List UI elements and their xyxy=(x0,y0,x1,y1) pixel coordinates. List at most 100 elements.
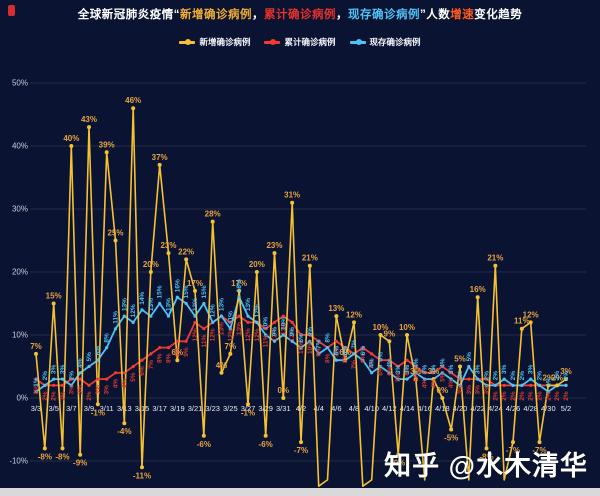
data-label-new: -1% xyxy=(91,408,105,417)
data-label-new: 2% xyxy=(551,373,563,382)
data-label-active: 10% xyxy=(263,317,270,330)
y-axis-tick: 40% xyxy=(12,142,28,151)
data-label-cumulative: 6% xyxy=(386,366,393,376)
data-label-cumulative: 12% xyxy=(210,328,217,341)
data-point xyxy=(519,326,524,331)
data-label-cumulative: 2% xyxy=(519,391,526,401)
data-point xyxy=(546,390,550,394)
data-point xyxy=(475,295,480,300)
y-axis-tick: -10% xyxy=(9,457,28,466)
data-label-active: 4% xyxy=(439,358,446,368)
data-point xyxy=(131,364,135,369)
data-label-active: 3% xyxy=(475,364,482,374)
data-point xyxy=(158,301,162,306)
data-point xyxy=(166,346,171,350)
data-point xyxy=(96,358,100,362)
data-label-new: 17% xyxy=(231,279,247,288)
data-point xyxy=(140,308,144,312)
data-point xyxy=(148,270,153,274)
x-axis-tick: 5/2 xyxy=(561,404,571,413)
data-point xyxy=(299,440,303,445)
data-point xyxy=(387,371,391,375)
data-point xyxy=(528,320,533,325)
data-label-new: 37% xyxy=(152,153,168,162)
data-label-active: 6% xyxy=(95,346,102,356)
data-point xyxy=(405,333,409,337)
data-point xyxy=(113,238,118,243)
data-label-cumulative: 6% xyxy=(378,366,385,376)
data-point xyxy=(378,358,383,362)
data-label-new: -4% xyxy=(117,427,131,436)
data-label-active: 2% xyxy=(537,371,544,381)
data-label-new: 11% xyxy=(514,317,530,326)
data-label-cumulative: 8% xyxy=(157,353,164,363)
data-point xyxy=(149,314,153,318)
data-point xyxy=(272,251,277,256)
data-label-cumulative: 12% xyxy=(289,328,296,341)
data-point xyxy=(361,358,365,362)
data-label-cumulative: 12% xyxy=(272,328,279,341)
data-point xyxy=(211,320,215,324)
data-label-active: 5% xyxy=(466,352,473,362)
data-point xyxy=(290,320,294,324)
data-label-new: 4% xyxy=(216,361,228,370)
data-label-new: 3% xyxy=(410,367,422,376)
data-label-active: 3% xyxy=(501,364,508,374)
data-point xyxy=(299,346,303,350)
data-label-new: 9% xyxy=(384,329,396,338)
x-axis-tick: 4/6 xyxy=(331,404,341,413)
data-point xyxy=(228,351,233,356)
data-label-cumulative: 6% xyxy=(139,366,146,376)
data-point xyxy=(352,320,356,325)
data-label-new: -6% xyxy=(259,440,273,449)
data-point xyxy=(96,377,100,381)
data-point xyxy=(219,314,224,318)
data-label-new: 7% xyxy=(225,342,237,351)
data-point xyxy=(104,150,109,155)
data-point xyxy=(352,352,356,356)
data-point xyxy=(264,327,268,331)
data-point xyxy=(502,377,506,381)
data-point xyxy=(484,446,489,451)
data-label-active: 3% xyxy=(395,364,402,374)
data-point xyxy=(52,383,56,387)
data-point xyxy=(361,346,365,350)
data-point xyxy=(458,364,462,369)
data-point xyxy=(343,358,348,363)
data-point xyxy=(122,314,126,318)
data-label-new: 6% xyxy=(172,348,184,357)
data-point xyxy=(42,446,47,451)
data-point xyxy=(105,346,109,350)
data-label-active: 2% xyxy=(563,371,570,381)
data-label-active: 2% xyxy=(510,371,517,381)
data-label-active: 9% xyxy=(289,327,296,337)
data-point xyxy=(467,377,471,381)
data-point xyxy=(246,314,250,318)
data-point xyxy=(396,377,400,381)
data-point xyxy=(113,327,118,331)
data-point xyxy=(202,301,206,306)
legend-line-dot-icon xyxy=(264,39,281,45)
data-label-new: -11% xyxy=(133,471,151,480)
data-label-cumulative: 2% xyxy=(492,391,499,401)
data-point xyxy=(520,383,524,387)
data-label-cumulative: 13% xyxy=(236,322,243,335)
x-axis-tick: 3/29 xyxy=(258,404,273,413)
data-label-new: -1% xyxy=(241,408,255,417)
x-axis-tick: 3/19 xyxy=(170,404,185,413)
data-label-new: 28% xyxy=(205,210,221,219)
data-point xyxy=(378,364,383,369)
data-point xyxy=(396,452,401,457)
data-point xyxy=(43,383,47,387)
data-label-active: 8% xyxy=(325,333,332,343)
x-axis-tick: 3/15 xyxy=(135,404,150,413)
data-point xyxy=(255,320,259,324)
data-point xyxy=(166,251,171,256)
data-point xyxy=(511,440,515,445)
data-point xyxy=(290,339,294,343)
data-point xyxy=(440,364,444,369)
data-label-cumulative: 2% xyxy=(42,391,49,401)
data-point xyxy=(166,314,171,318)
data-label-new: -8% xyxy=(55,452,69,461)
data-point xyxy=(281,314,285,318)
